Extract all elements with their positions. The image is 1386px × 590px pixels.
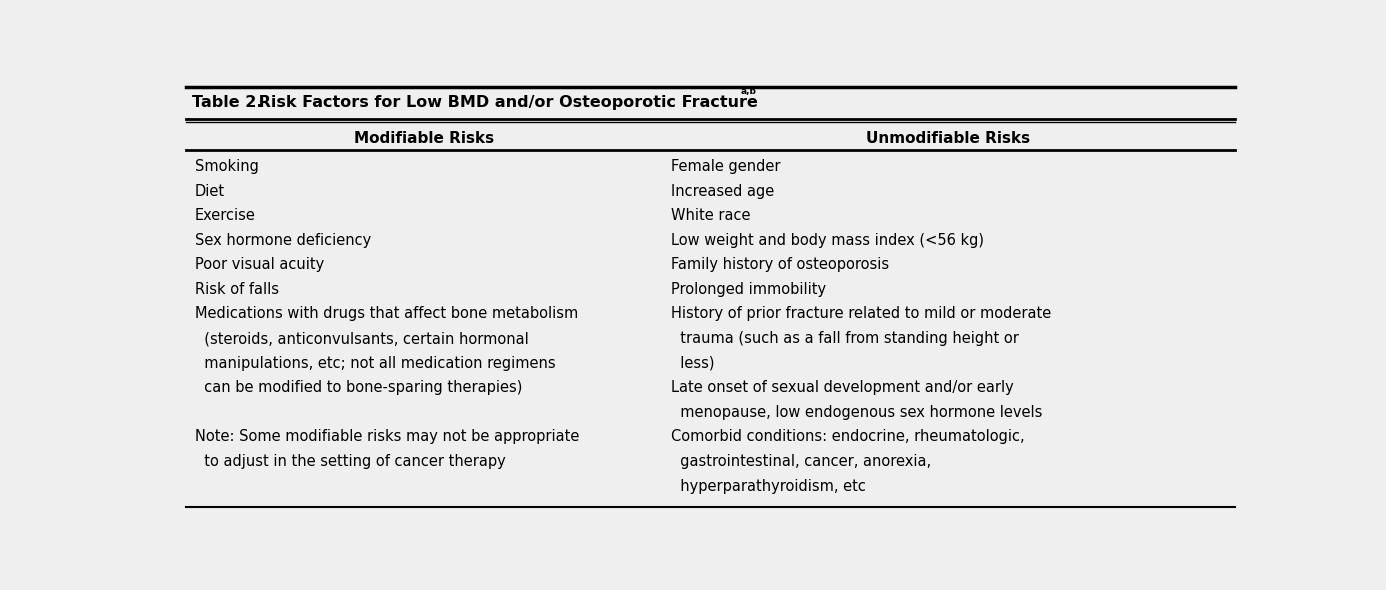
Text: gastrointestinal, cancer, anorexia,: gastrointestinal, cancer, anorexia, — [671, 454, 931, 469]
Text: Risk of falls: Risk of falls — [194, 282, 279, 297]
Text: Medications with drugs that affect bone metabolism: Medications with drugs that affect bone … — [194, 306, 578, 322]
Text: History of prior fracture related to mild or moderate: History of prior fracture related to mil… — [671, 306, 1051, 322]
Text: manipulations, etc; not all medication regimens: manipulations, etc; not all medication r… — [194, 356, 556, 371]
Text: White race: White race — [671, 208, 750, 223]
Text: Exercise: Exercise — [194, 208, 255, 223]
Text: Poor visual acuity: Poor visual acuity — [194, 257, 324, 273]
Text: Table 2.: Table 2. — [191, 95, 262, 110]
Text: to adjust in the setting of cancer therapy: to adjust in the setting of cancer thera… — [194, 454, 506, 469]
Text: menopause, low endogenous sex hormone levels: menopause, low endogenous sex hormone le… — [671, 405, 1042, 420]
Text: hyperparathyroidism, etc: hyperparathyroidism, etc — [671, 478, 865, 494]
Text: Prolonged immobility: Prolonged immobility — [671, 282, 826, 297]
Text: a,b: a,b — [740, 87, 757, 96]
Text: Note: Some modifiable risks may not be appropriate: Note: Some modifiable risks may not be a… — [194, 430, 579, 444]
Text: (steroids, anticonvulsants, certain hormonal: (steroids, anticonvulsants, certain horm… — [194, 331, 528, 346]
Text: trauma (such as a fall from standing height or: trauma (such as a fall from standing hei… — [671, 331, 1019, 346]
Text: Low weight and body mass index (<56 kg): Low weight and body mass index (<56 kg) — [671, 232, 984, 248]
Text: Unmodifiable Risks: Unmodifiable Risks — [866, 130, 1030, 146]
Text: less): less) — [671, 356, 714, 371]
Text: Diet: Diet — [194, 183, 225, 198]
Text: can be modified to bone-sparing therapies): can be modified to bone-sparing therapie… — [194, 381, 523, 395]
Text: Risk Factors for Low BMD and/or Osteoporotic Fracture: Risk Factors for Low BMD and/or Osteopor… — [252, 95, 758, 110]
Text: Family history of osteoporosis: Family history of osteoporosis — [671, 257, 888, 273]
Text: Female gender: Female gender — [671, 159, 780, 174]
Text: Comorbid conditions: endocrine, rheumatologic,: Comorbid conditions: endocrine, rheumato… — [671, 430, 1024, 444]
Text: Smoking: Smoking — [194, 159, 259, 174]
Text: Sex hormone deficiency: Sex hormone deficiency — [194, 232, 371, 248]
Text: Modifiable Risks: Modifiable Risks — [353, 130, 495, 146]
Text: Increased age: Increased age — [671, 183, 773, 198]
Text: Late onset of sexual development and/or early: Late onset of sexual development and/or … — [671, 381, 1013, 395]
